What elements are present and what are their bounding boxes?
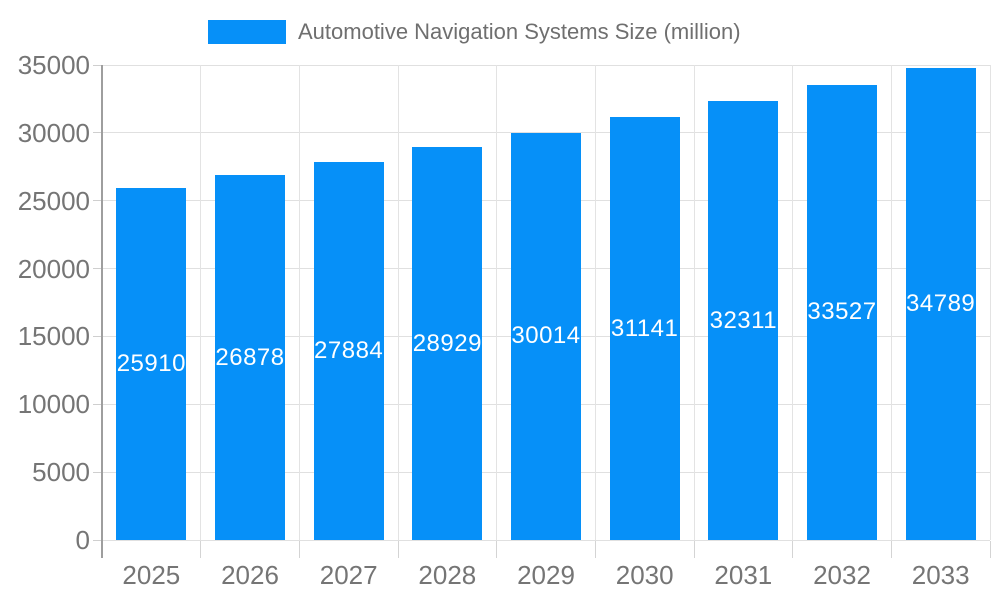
x-axis-tick xyxy=(594,541,596,558)
y-gridline xyxy=(102,64,990,66)
x-axis-tick xyxy=(496,541,498,558)
bar[interactable]: 25910 xyxy=(116,188,187,540)
x-axis-label: 2027 xyxy=(319,560,378,590)
y-axis-tick xyxy=(93,64,102,66)
y-axis-tick xyxy=(93,268,102,270)
category-gridline xyxy=(594,65,596,540)
bar-value-label: 28929 xyxy=(412,329,482,357)
bar[interactable]: 31141 xyxy=(609,117,680,540)
legend: Automotive Navigation Systems Size (mill… xyxy=(208,19,741,45)
x-axis-tick xyxy=(792,541,794,558)
bar[interactable]: 33527 xyxy=(807,84,877,540)
y-axis-tick xyxy=(93,403,102,405)
bar-value-label: 31141 xyxy=(610,314,679,342)
x-axis-label: 2028 xyxy=(418,560,477,590)
category-gridline xyxy=(890,65,892,540)
category-gridline xyxy=(496,65,498,540)
y-axis-label: 5000 xyxy=(32,457,90,488)
bar-value-label: 26878 xyxy=(215,343,285,371)
y-axis-label: 25000 xyxy=(17,185,90,216)
y-axis-tick xyxy=(93,471,102,473)
y-gridline xyxy=(102,539,990,541)
y-axis-tick xyxy=(93,200,102,202)
y-axis-label: 35000 xyxy=(17,50,90,80)
category-gridline xyxy=(397,65,399,540)
y-axis-label: 20000 xyxy=(17,253,90,284)
y-axis-tick xyxy=(93,335,102,337)
bar-value-label: 34789 xyxy=(906,289,976,317)
bar[interactable]: 34789 xyxy=(905,67,976,540)
x-axis-tick xyxy=(693,541,695,558)
bar[interactable]: 30014 xyxy=(511,132,581,540)
x-axis-label: 2033 xyxy=(911,560,970,590)
y-axis-label: 0 xyxy=(75,525,90,555)
x-axis-label: 2032 xyxy=(813,560,871,590)
x-axis-tick xyxy=(200,541,202,558)
bar[interactable]: 28929 xyxy=(412,147,483,540)
bar-value-label: 27884 xyxy=(314,336,384,364)
legend-swatch xyxy=(208,20,286,44)
bar[interactable]: 32311 xyxy=(708,101,779,540)
category-gridline xyxy=(693,65,695,540)
category-gridline xyxy=(792,65,794,540)
y-axis-label: 10000 xyxy=(17,389,90,420)
y-axis-label: 15000 xyxy=(17,321,90,352)
bar-value-label: 33527 xyxy=(807,298,877,326)
y-axis-tick xyxy=(93,132,102,134)
legend-label: Automotive Navigation Systems Size (mill… xyxy=(298,19,741,44)
category-gridline xyxy=(298,65,300,540)
x-axis-label: 2030 xyxy=(615,560,674,590)
bar-value-label: 25910 xyxy=(116,350,186,378)
bar[interactable]: 27884 xyxy=(313,161,384,540)
y-axis-tick xyxy=(93,539,102,541)
x-axis-tick xyxy=(890,541,892,558)
x-axis-label: 2026 xyxy=(221,560,279,590)
x-axis-tick xyxy=(989,541,991,558)
bar-value-label: 30014 xyxy=(511,322,581,350)
x-axis-tick xyxy=(397,541,399,558)
bar[interactable]: 26878 xyxy=(215,175,285,540)
x-axis-label: 2029 xyxy=(517,560,575,590)
x-axis-tick xyxy=(298,541,300,558)
y-axis-line xyxy=(101,65,103,558)
x-axis-label: 2031 xyxy=(714,560,773,590)
x-axis-label: 2025 xyxy=(122,560,181,590)
category-gridline xyxy=(200,65,202,540)
y-axis-label: 30000 xyxy=(17,117,90,148)
category-gridline xyxy=(989,65,991,540)
bar-value-label: 32311 xyxy=(709,306,778,334)
